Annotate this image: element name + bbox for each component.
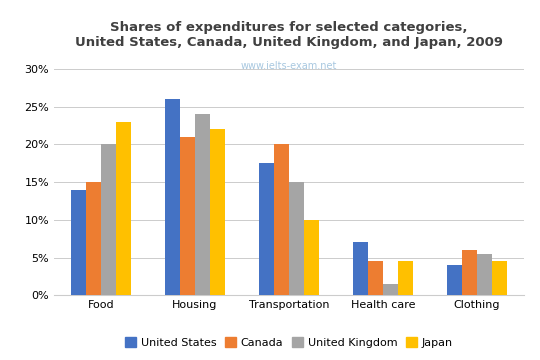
Bar xyxy=(289,182,304,295)
Bar xyxy=(165,99,180,295)
Bar xyxy=(259,163,274,295)
Bar xyxy=(447,265,462,295)
Bar xyxy=(383,284,398,295)
Bar xyxy=(116,122,131,295)
Bar xyxy=(462,250,477,295)
Bar xyxy=(180,137,195,295)
Bar xyxy=(304,220,319,295)
Bar xyxy=(274,144,289,295)
Bar xyxy=(368,261,383,295)
Bar xyxy=(195,114,210,295)
Bar xyxy=(353,242,368,295)
Bar xyxy=(492,261,507,295)
Bar xyxy=(101,144,116,295)
Bar xyxy=(210,129,225,295)
Legend: United States, Canada, United Kingdom, Japan: United States, Canada, United Kingdom, J… xyxy=(120,333,457,352)
Bar xyxy=(398,261,413,295)
Bar xyxy=(86,182,101,295)
Title: Shares of expenditures for selected categories,
United States, Canada, United Ki: Shares of expenditures for selected cate… xyxy=(75,21,503,49)
Bar xyxy=(71,190,86,295)
Bar xyxy=(477,254,492,295)
Text: www.ielts-exam.net: www.ielts-exam.net xyxy=(241,61,337,71)
